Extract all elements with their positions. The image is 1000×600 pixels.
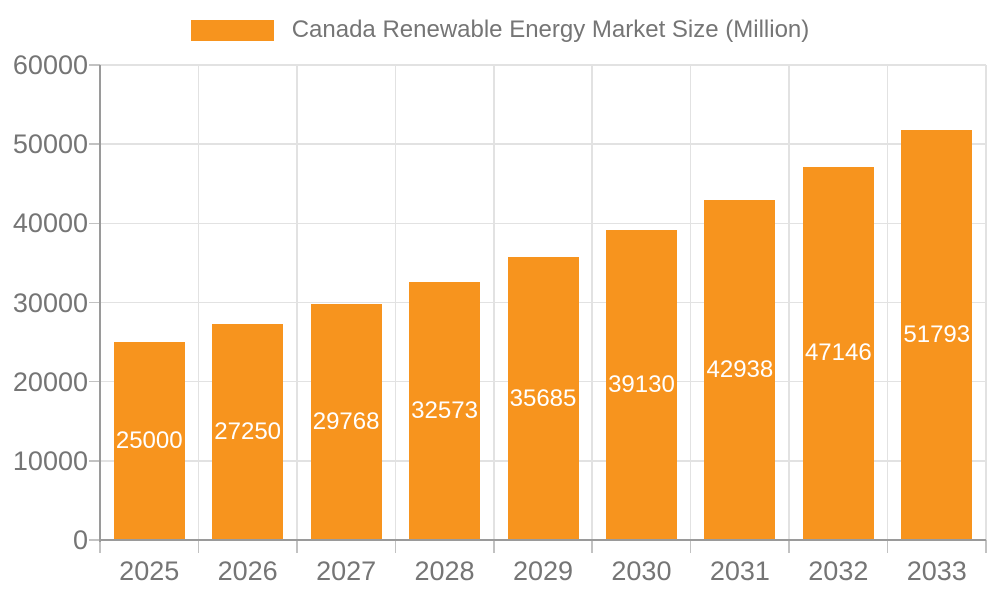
x-axis-tick xyxy=(394,540,397,553)
y-axis-label: 10000 xyxy=(12,445,88,476)
x-axis-label-2031: 2031 xyxy=(709,556,770,586)
y-axis-tick xyxy=(89,380,100,383)
x-axis-label-2027: 2027 xyxy=(316,556,377,586)
x-axis-tick xyxy=(689,540,692,553)
bar-value-label: 42938 xyxy=(706,356,774,384)
y-axis-label: 30000 xyxy=(12,287,88,318)
bar-value-label: 27250 xyxy=(214,418,282,446)
y-axis-tick xyxy=(89,222,100,225)
x-axis-label-2026: 2026 xyxy=(217,556,278,586)
x-gridline xyxy=(985,65,987,540)
legend-swatch-icon[interactable] xyxy=(190,19,274,41)
y-axis-label: 50000 xyxy=(12,129,88,160)
y-axis-tick xyxy=(89,460,100,462)
x-axis-label-2033: 2033 xyxy=(906,556,967,586)
x-gridline xyxy=(394,65,397,540)
x-axis-label-2028: 2028 xyxy=(414,556,475,586)
legend[interactable]: Canada Renewable Energy Market Size (Mil… xyxy=(0,16,1000,44)
bar-value-label: 25000 xyxy=(115,427,183,455)
x-axis-line xyxy=(100,539,986,541)
x-axis-tick xyxy=(788,540,790,553)
x-gridline xyxy=(689,65,692,540)
x-axis-label-2030: 2030 xyxy=(611,556,672,586)
y-gridline xyxy=(100,64,986,66)
x-gridline xyxy=(296,65,298,540)
y-axis-tick xyxy=(89,301,100,304)
x-axis-tick xyxy=(493,540,495,553)
y-axis-tick xyxy=(89,539,100,541)
y-axis-label: 40000 xyxy=(12,208,88,239)
legend-label[interactable]: Canada Renewable Energy Market Size (Mil… xyxy=(291,16,810,43)
bar-2028[interactable]: 32573 xyxy=(409,282,481,540)
bar-2031[interactable]: 42938 xyxy=(704,200,776,540)
bar-value-label: 51793 xyxy=(903,320,971,348)
x-axis-tick xyxy=(985,540,987,553)
x-gridline xyxy=(591,65,593,540)
bar-2029[interactable]: 35685 xyxy=(507,257,579,540)
x-axis-tick xyxy=(591,540,593,553)
x-axis-label-2029: 2029 xyxy=(512,556,574,586)
bar-2032[interactable]: 47146 xyxy=(802,166,874,540)
y-axis-label: 20000 xyxy=(12,366,88,397)
bar-2027[interactable]: 29768 xyxy=(310,304,382,540)
x-axis-tick xyxy=(886,540,889,553)
x-axis-tick xyxy=(296,540,298,553)
y-axis-tick xyxy=(89,143,100,145)
bar-2025[interactable]: 25000 xyxy=(113,342,185,540)
y-gridline xyxy=(100,222,986,225)
bar-value-label: 47146 xyxy=(804,339,872,367)
bar-value-label: 32573 xyxy=(411,397,478,425)
y-axis-line xyxy=(99,65,101,542)
x-gridline xyxy=(788,65,790,540)
y-axis-tick xyxy=(89,64,100,66)
bar-2026[interactable]: 27250 xyxy=(212,324,284,540)
x-gridline xyxy=(886,65,889,540)
x-axis-tick xyxy=(99,540,101,553)
x-gridline xyxy=(197,65,200,540)
bar-2033[interactable]: 51793 xyxy=(901,129,973,540)
bar-value-label: 39130 xyxy=(608,371,675,399)
y-axis-label: 60000 xyxy=(12,50,88,80)
y-axis-label: 0 xyxy=(72,525,88,555)
x-axis-tick xyxy=(197,540,200,553)
x-axis-label-2025: 2025 xyxy=(119,556,180,586)
x-axis-label-2032: 2032 xyxy=(808,556,869,586)
bar-value-label: 35685 xyxy=(509,384,577,412)
bar-2030[interactable]: 39130 xyxy=(605,230,677,540)
y-gridline xyxy=(100,143,986,145)
x-gridline xyxy=(493,65,495,540)
bar-value-label: 29768 xyxy=(312,408,380,436)
